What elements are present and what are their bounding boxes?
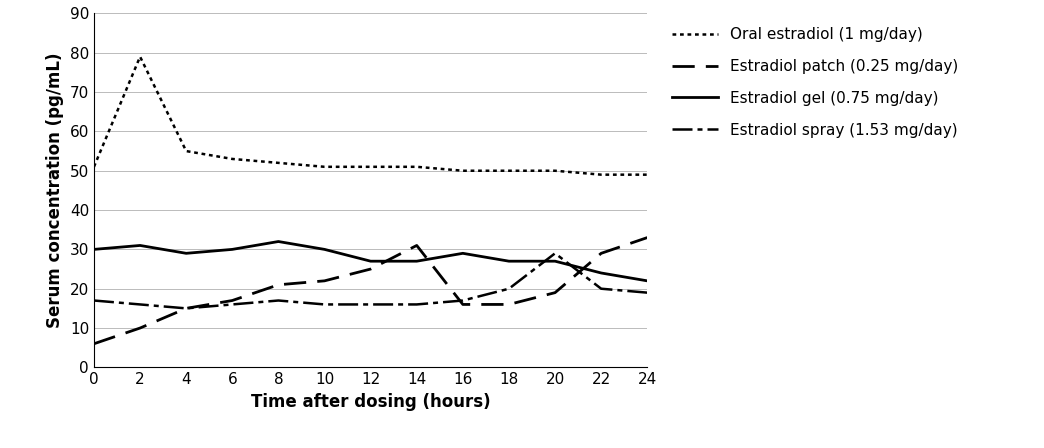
Estradiol patch (0.25 mg/day) — [549, 290, 562, 295]
Estradiol gel (0.75 mg/day) — [364, 258, 377, 264]
Estradiol spray (1.53 mg/day) — [226, 302, 238, 307]
Estradiol patch (0.25 mg/day) — [318, 278, 331, 284]
Oral estradiol (1 mg/day) — [180, 148, 192, 154]
Estradiol gel (0.75 mg/day) — [549, 258, 562, 264]
Estradiol gel (0.75 mg/day) — [456, 250, 469, 256]
Estradiol spray (1.53 mg/day) — [641, 290, 654, 295]
Estradiol patch (0.25 mg/day) — [456, 302, 469, 307]
Estradiol spray (1.53 mg/day) — [502, 286, 515, 291]
Estradiol spray (1.53 mg/day) — [364, 302, 377, 307]
Estradiol spray (1.53 mg/day) — [410, 302, 423, 307]
Estradiol gel (0.75 mg/day) — [318, 247, 331, 252]
Oral estradiol (1 mg/day) — [226, 156, 238, 162]
Estradiol spray (1.53 mg/day) — [272, 298, 285, 303]
Oral estradiol (1 mg/day) — [456, 168, 469, 173]
Oral estradiol (1 mg/day) — [549, 168, 562, 173]
Oral estradiol (1 mg/day) — [364, 164, 377, 169]
Oral estradiol (1 mg/day) — [641, 172, 654, 177]
Estradiol spray (1.53 mg/day) — [549, 250, 562, 256]
Estradiol patch (0.25 mg/day) — [88, 341, 100, 346]
Oral estradiol (1 mg/day) — [88, 164, 100, 169]
Estradiol patch (0.25 mg/day) — [134, 325, 146, 331]
Oral estradiol (1 mg/day) — [272, 160, 285, 166]
Estradiol gel (0.75 mg/day) — [180, 250, 192, 256]
Legend: Oral estradiol (1 mg/day), Estradiol patch (0.25 mg/day), Estradiol gel (0.75 mg: Oral estradiol (1 mg/day), Estradiol pat… — [666, 21, 965, 144]
Line: Estradiol patch (0.25 mg/day): Estradiol patch (0.25 mg/day) — [94, 237, 647, 344]
Line: Estradiol gel (0.75 mg/day): Estradiol gel (0.75 mg/day) — [94, 241, 647, 281]
Line: Estradiol spray (1.53 mg/day): Estradiol spray (1.53 mg/day) — [94, 253, 647, 308]
Oral estradiol (1 mg/day) — [318, 164, 331, 169]
Oral estradiol (1 mg/day) — [595, 172, 608, 177]
Estradiol gel (0.75 mg/day) — [272, 239, 285, 244]
Estradiol gel (0.75 mg/day) — [595, 270, 608, 276]
Estradiol patch (0.25 mg/day) — [502, 302, 515, 307]
Oral estradiol (1 mg/day) — [134, 54, 146, 60]
Estradiol patch (0.25 mg/day) — [595, 250, 608, 256]
Estradiol spray (1.53 mg/day) — [595, 286, 608, 291]
Estradiol patch (0.25 mg/day) — [226, 298, 238, 303]
Estradiol spray (1.53 mg/day) — [180, 306, 192, 311]
Estradiol patch (0.25 mg/day) — [641, 235, 654, 240]
Estradiol spray (1.53 mg/day) — [88, 298, 100, 303]
Estradiol patch (0.25 mg/day) — [272, 282, 285, 288]
Estradiol patch (0.25 mg/day) — [364, 267, 377, 272]
Estradiol spray (1.53 mg/day) — [318, 302, 331, 307]
Line: Oral estradiol (1 mg/day): Oral estradiol (1 mg/day) — [94, 57, 647, 175]
Y-axis label: Serum concentration (pg/mL): Serum concentration (pg/mL) — [46, 53, 64, 328]
X-axis label: Time after dosing (hours): Time after dosing (hours) — [251, 393, 491, 411]
Estradiol gel (0.75 mg/day) — [134, 243, 146, 248]
Estradiol spray (1.53 mg/day) — [134, 302, 146, 307]
Estradiol gel (0.75 mg/day) — [88, 247, 100, 252]
Estradiol gel (0.75 mg/day) — [641, 278, 654, 284]
Estradiol spray (1.53 mg/day) — [456, 298, 469, 303]
Oral estradiol (1 mg/day) — [502, 168, 515, 173]
Estradiol gel (0.75 mg/day) — [502, 258, 515, 264]
Estradiol gel (0.75 mg/day) — [410, 258, 423, 264]
Estradiol patch (0.25 mg/day) — [410, 243, 423, 248]
Estradiol gel (0.75 mg/day) — [226, 247, 238, 252]
Estradiol patch (0.25 mg/day) — [180, 306, 192, 311]
Oral estradiol (1 mg/day) — [410, 164, 423, 169]
